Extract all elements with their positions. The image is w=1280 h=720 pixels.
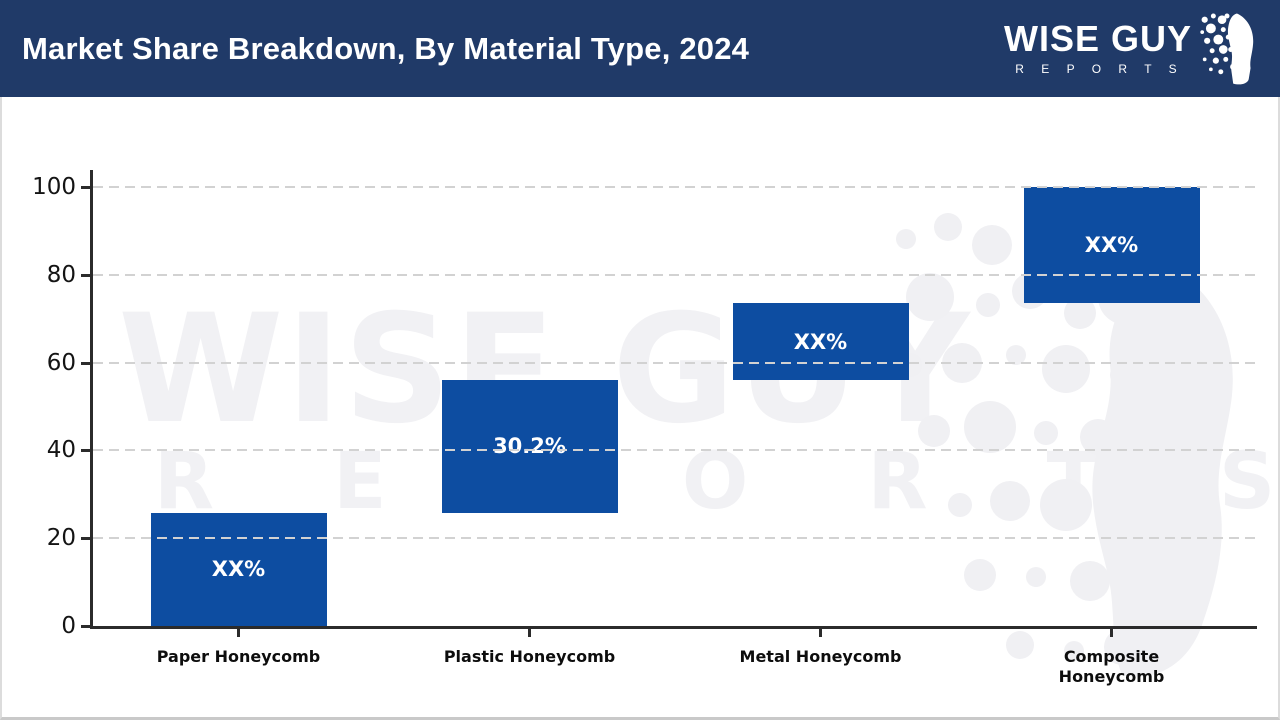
x-tick-label-paper-honeycomb: Paper Honeycomb <box>156 647 321 666</box>
y-tick-label-20: 20 <box>46 525 76 552</box>
page-title: Market Share Breakdown, By Material Type… <box>22 30 750 66</box>
y-tick-mark-0 <box>81 625 90 628</box>
bar-value-label: XX% <box>211 557 266 582</box>
x-tick-label-plastic-honeycomb: Plastic Honeycomb <box>443 647 616 666</box>
x-tick-label-composite-honeycomb: Composite Honeycomb <box>1058 647 1165 686</box>
gridline-60 <box>93 361 1257 364</box>
bar-value-label: 30.2% <box>493 434 566 459</box>
bar-composite-honeycomb: XX% <box>1023 187 1200 304</box>
y-tick-label-60: 60 <box>46 349 76 376</box>
y-tick-mark-100 <box>81 186 90 189</box>
brand-logo-text: WISE GUY R E P O R T S <box>1003 18 1192 77</box>
brand-head-icon <box>1196 9 1258 89</box>
x-tick-mark-composite-honeycomb <box>1110 629 1113 637</box>
y-tick-label-40: 40 <box>46 437 76 464</box>
x-tick-mark-paper-honeycomb <box>237 629 240 637</box>
y-tick-mark-80 <box>81 273 90 277</box>
y-tick-label-80: 80 <box>46 261 76 288</box>
y-tick-mark-40 <box>81 449 90 453</box>
bar-paper-honeycomb: XX% <box>150 512 327 626</box>
gridline-80 <box>93 273 1257 276</box>
brand-logo-tagline: R E P O R T S <box>1015 62 1184 76</box>
y-tick-mark-20 <box>81 537 90 541</box>
gridline-100 <box>93 186 1257 188</box>
bar-plastic-honeycomb: 30.2% <box>441 380 618 513</box>
brand-logo: WISE GUY R E P O R T S <box>1004 9 1258 89</box>
gridline-40 <box>93 449 1257 452</box>
bar-value-label: XX% <box>793 329 848 354</box>
x-tick-mark-metal-honeycomb <box>819 629 822 637</box>
gridline-20 <box>93 537 1257 540</box>
bar-metal-honeycomb: XX% <box>732 303 909 381</box>
plot-area: XX% 30.2% XX% XX% <box>90 170 1257 629</box>
y-tick-label-100: 100 <box>32 174 76 200</box>
y-tick-label-0: 0 <box>61 613 76 639</box>
x-tick-mark-plastic-honeycomb <box>528 629 531 637</box>
y-tick-mark-60 <box>81 361 90 365</box>
header-bar: Market Share Breakdown, By Material Type… <box>0 0 1280 97</box>
brand-logo-name: WISE GUY <box>1003 18 1192 59</box>
bar-value-label: XX% <box>1084 233 1139 258</box>
x-tick-label-metal-honeycomb: Metal Honeycomb <box>739 647 902 666</box>
